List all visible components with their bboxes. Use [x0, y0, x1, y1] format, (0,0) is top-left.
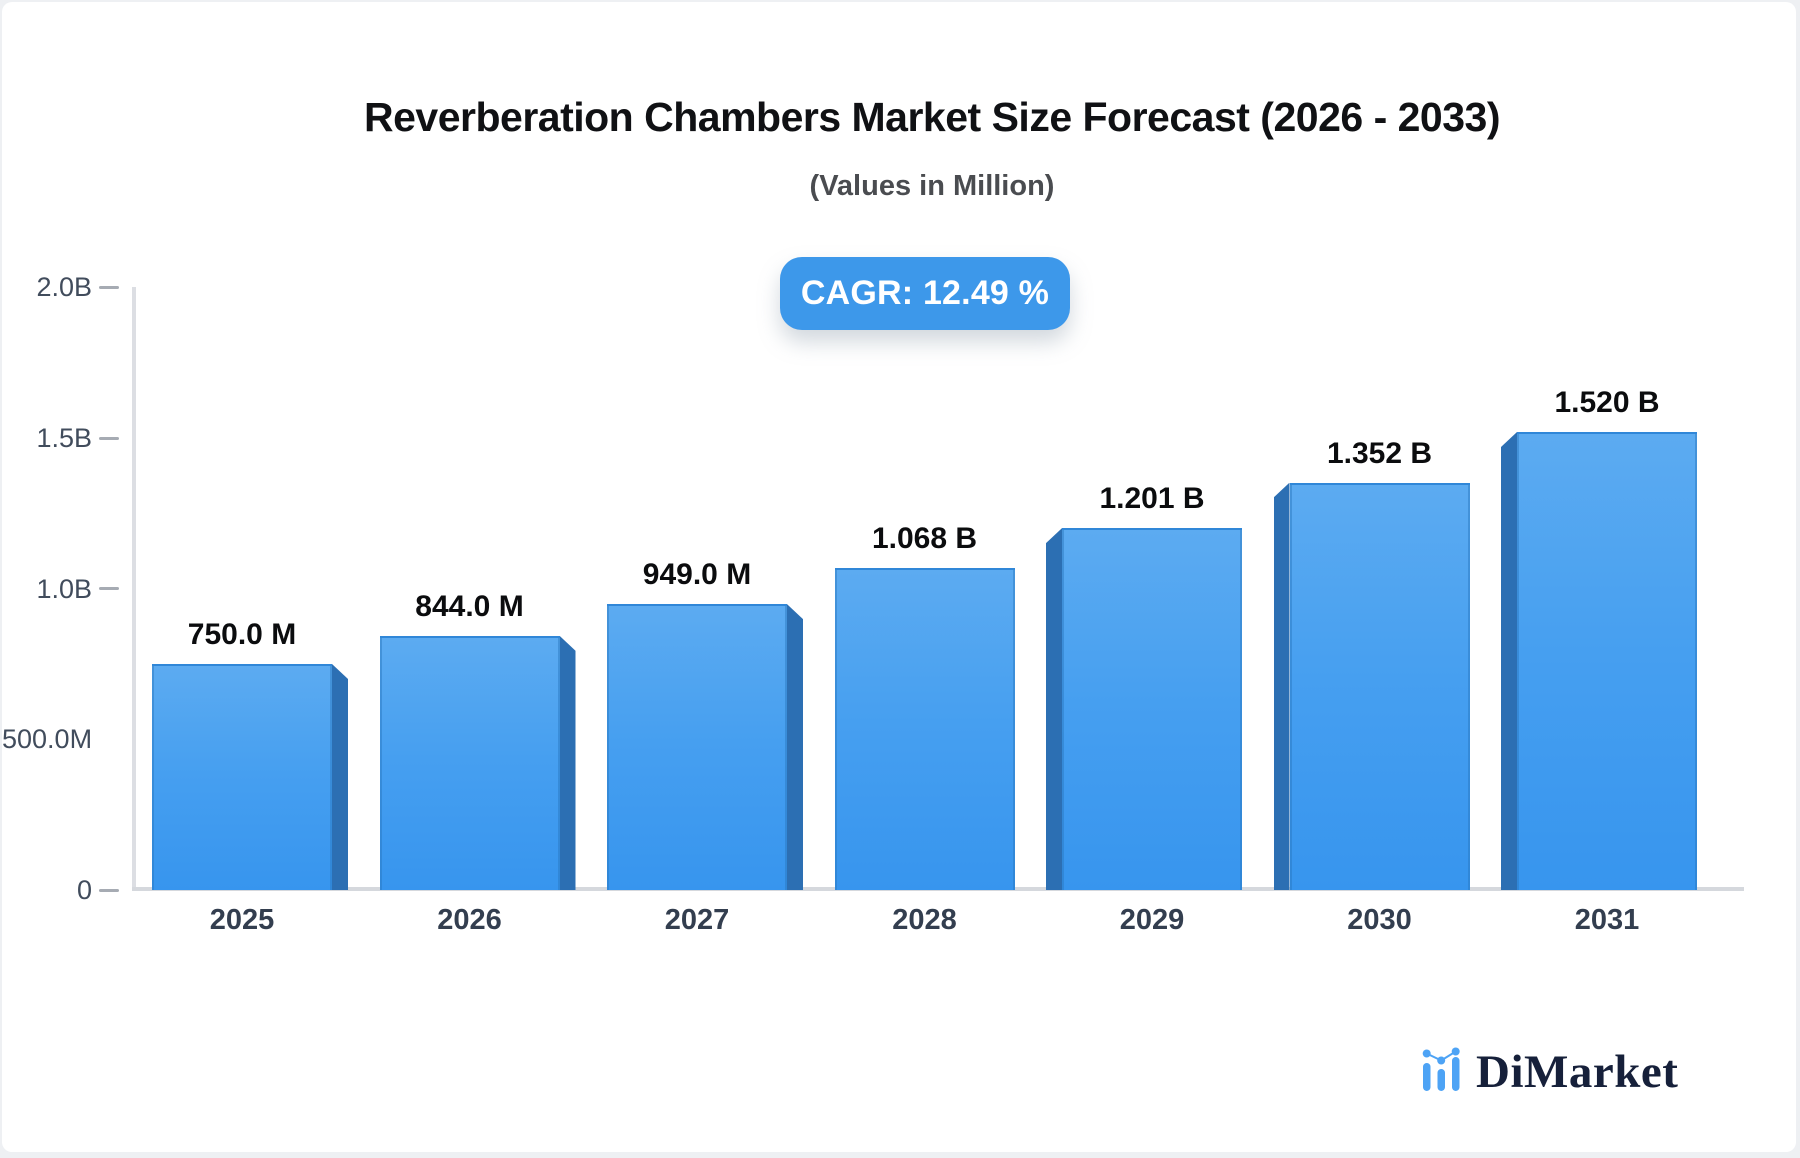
bar-side: [1273, 482, 1290, 890]
bar-2028: [834, 568, 1015, 890]
cagr-badge-label: CAGR: 12.49 %: [800, 274, 1050, 312]
bar-side: [559, 635, 576, 890]
bar-side: [787, 604, 803, 890]
bar-side: [332, 664, 348, 890]
chart-title: Reverberation Chambers Market Size Forec…: [364, 94, 1500, 140]
y-axis-tick-label: 2.0B: [36, 272, 92, 303]
x-axis-label: 2028: [892, 904, 957, 936]
bar-2030: [1289, 482, 1470, 890]
x-axis-label: 2031: [1574, 904, 1640, 936]
bar-2026: [379, 635, 560, 890]
mini-bar-chart-icon: [1422, 1047, 1460, 1091]
bar-2025: [152, 664, 332, 890]
bar-side: [1501, 432, 1517, 890]
y-axis-tick: [99, 436, 119, 440]
bar-value-label: 1.352 B: [1326, 436, 1433, 470]
x-axis-label: 2027: [664, 904, 730, 936]
y-axis-tick-label: 1.5B: [36, 423, 92, 454]
cagr-badge: CAGR: 12.49 %: [780, 257, 1070, 330]
y-axis-tick: [99, 285, 119, 289]
bar-2031: [1517, 432, 1697, 890]
brand-logo-text: DiMarket: [1476, 1046, 1679, 1098]
x-axis-label: 2029: [1119, 904, 1185, 936]
x-axis-label: 2026: [437, 904, 502, 936]
x-axis-label: 2025: [209, 904, 275, 936]
bar-value-label: 750.0 M: [187, 618, 297, 652]
y-axis-tick-label: 1.0B: [36, 573, 92, 604]
chart-subtitle: (Values in Million): [809, 170, 1055, 202]
x-axis-label: 2030: [1347, 904, 1412, 936]
bar-2027: [607, 604, 787, 890]
y-axis-tick-label: 500.0M: [2, 724, 93, 755]
bar-2029: [1062, 528, 1242, 890]
bar-side: [1046, 528, 1062, 890]
bar-value-label: 949.0 M: [642, 558, 752, 592]
bar-value-label: 844.0 M: [415, 589, 524, 623]
bar-value-label: 1.520 B: [1554, 386, 1660, 420]
y-axis-line: [132, 287, 136, 890]
y-axis-tick-label: 0: [76, 875, 92, 905]
bar-value-label: 1.201 B: [1099, 482, 1205, 516]
brand-logo: DiMarket: [1420, 1044, 1720, 1104]
bar-value-label: 1.068 B: [871, 522, 978, 556]
y-axis-tick: [99, 888, 119, 892]
y-axis-tick: [99, 587, 119, 591]
